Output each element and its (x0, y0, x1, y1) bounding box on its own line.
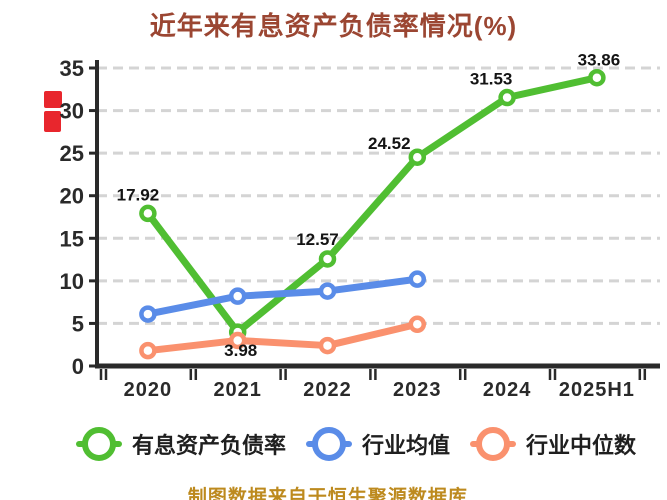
legend-item-industry-mean: 行业均值 (306, 426, 450, 462)
red-stamp-icon (44, 91, 62, 132)
svg-text:2023: 2023 (393, 379, 442, 401)
legend-item-debt-ratio: 有息资产负债率 (76, 426, 286, 462)
svg-text:2021: 2021 (213, 379, 262, 401)
line-circle-marker-icon (470, 426, 517, 462)
svg-text:2025H1: 2025H1 (559, 379, 635, 401)
svg-text:25: 25 (60, 141, 84, 166)
svg-text:2022: 2022 (303, 379, 352, 401)
svg-text:5: 5 (72, 311, 84, 336)
svg-text:17.92: 17.92 (117, 185, 160, 204)
legend-item-industry-median: 行业中位数 (470, 426, 636, 462)
legend-label: 行业均值 (362, 433, 451, 458)
chart-title: 近年来有息资产负债率情况(%) (149, 11, 518, 41)
legend-label: 行业中位数 (526, 433, 637, 458)
svg-text:3.98: 3.98 (224, 341, 257, 360)
svg-text:30: 30 (60, 99, 84, 124)
svg-text:2024: 2024 (483, 379, 532, 401)
chart-legend: 有息资产负债率 行业均值 行业中位数 (76, 426, 636, 462)
svg-text:20: 20 (60, 184, 84, 209)
svg-text:24.52: 24.52 (368, 134, 411, 153)
line-circle-marker-icon (76, 426, 122, 462)
svg-text:2020: 2020 (124, 379, 173, 401)
svg-text:35: 35 (60, 56, 84, 81)
svg-text:10: 10 (60, 269, 84, 294)
svg-text:33.86: 33.86 (578, 51, 621, 70)
svg-text:31.53: 31.53 (470, 70, 513, 89)
red-stamp-bottom-block (44, 111, 61, 132)
source-caption: 制图数据来自于恒生聚源数据库 (187, 487, 468, 500)
svg-text:12.57: 12.57 (296, 230, 339, 249)
red-stamp-top-block (44, 91, 62, 108)
svg-text:0: 0 (72, 354, 84, 379)
legend-label: 有息资产负债率 (132, 433, 287, 458)
svg-text:15: 15 (60, 226, 84, 251)
line-circle-marker-icon (306, 426, 353, 462)
